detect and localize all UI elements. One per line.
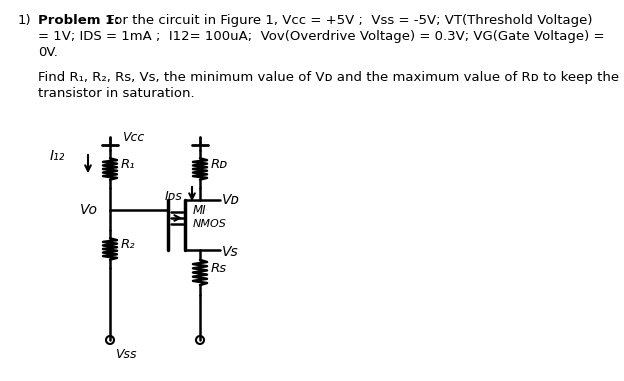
Text: R₁: R₁	[121, 158, 135, 171]
Text: Vcc: Vcc	[122, 131, 144, 144]
Text: Vss: Vss	[115, 348, 137, 361]
Text: R₂: R₂	[121, 239, 135, 251]
Text: = 1V; IDS = 1mA ;  I12= 100uA;  Vov(Overdrive Voltage) = 0.3V; VG(Gate Voltage) : = 1V; IDS = 1mA ; I12= 100uA; Vov(Overdr…	[38, 30, 605, 43]
Text: Vs: Vs	[222, 245, 239, 259]
Text: Rs: Rs	[211, 262, 227, 275]
Text: Vᴅ: Vᴅ	[222, 193, 240, 207]
Text: MI: MI	[193, 203, 207, 216]
Text: 0V.: 0V.	[38, 46, 58, 59]
Text: NMOS: NMOS	[193, 219, 227, 229]
Text: 1): 1)	[18, 14, 32, 27]
Text: Vᴏ: Vᴏ	[80, 203, 98, 217]
Text: transistor in saturation.: transistor in saturation.	[38, 87, 195, 100]
Text: For the circuit in Figure 1, Vcc = +5V ;  Vss = -5V; VT(Threshold Voltage): For the circuit in Figure 1, Vcc = +5V ;…	[103, 14, 593, 27]
Text: Iᴅs: Iᴅs	[165, 189, 183, 202]
Text: I₁₂: I₁₂	[50, 149, 66, 163]
Text: Find R₁, R₂, Rs, Vs, the minimum value of Vᴅ and the maximum value of Rᴅ to keep: Find R₁, R₂, Rs, Vs, the minimum value o…	[38, 71, 619, 84]
Text: Rᴅ: Rᴅ	[211, 158, 228, 171]
Text: Problem 1:: Problem 1:	[38, 14, 120, 27]
